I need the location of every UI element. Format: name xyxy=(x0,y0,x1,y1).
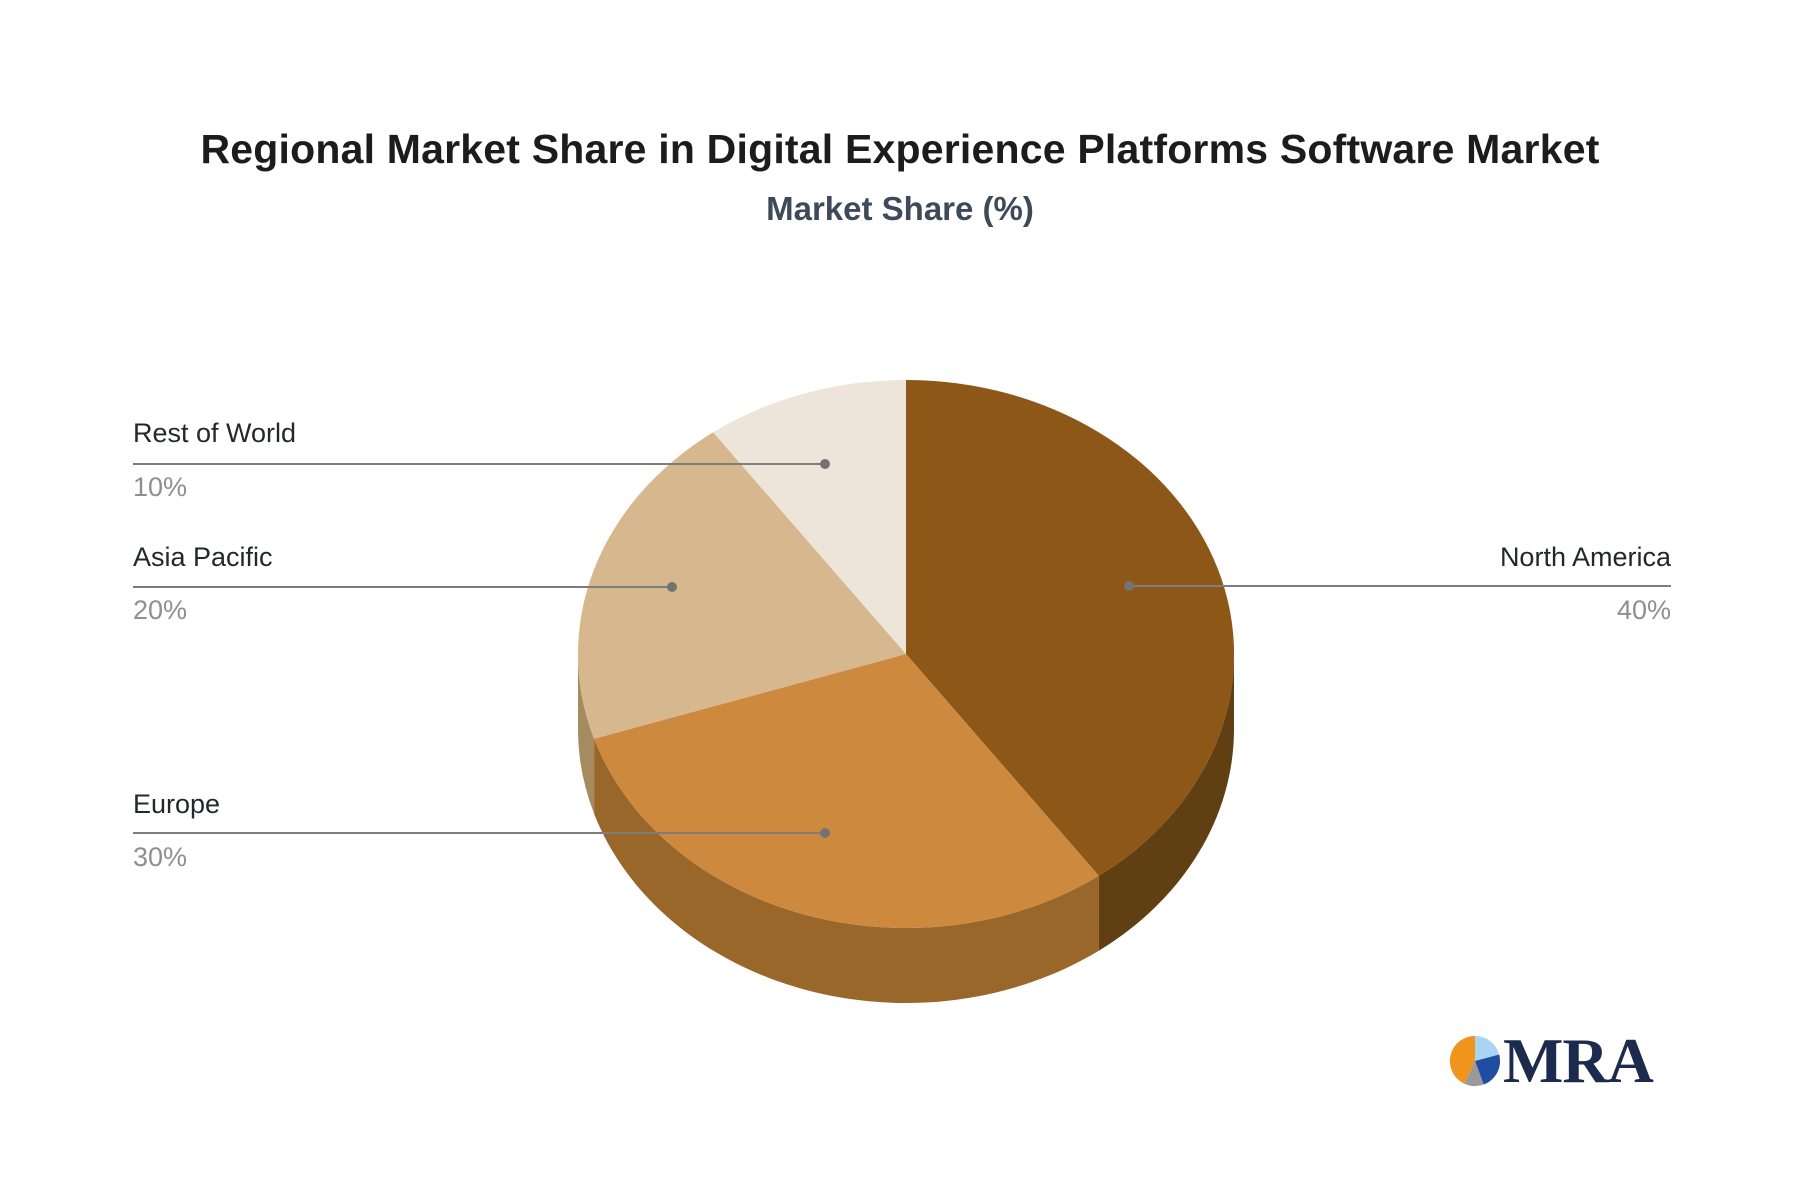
logo-text: MRA xyxy=(1503,1025,1654,1096)
logo-wedge-light-blue xyxy=(1475,1035,1500,1061)
pie-slice-europe[interactable] xyxy=(594,654,1099,929)
brand-logo: MRA xyxy=(1448,1025,1654,1096)
callout-label-rest-of-world: Rest of World xyxy=(133,418,297,448)
callout-value-asia-pacific: 20% xyxy=(133,595,188,625)
callout-label-north-america: North America xyxy=(1499,542,1671,572)
logo-wedge-gray xyxy=(1464,1061,1484,1087)
callout-value-north-america: 40% xyxy=(1616,595,1671,625)
leader-dot-north-america xyxy=(1124,581,1134,591)
chart-title: Regional Market Share in Digital Experie… xyxy=(200,126,1600,172)
callout-label-asia-pacific: Asia Pacific xyxy=(133,542,273,572)
pie-slice-north-america[interactable] xyxy=(906,380,1235,876)
leader-dot-rest-of-world xyxy=(820,459,830,469)
logo-wedge-orange xyxy=(1449,1035,1475,1084)
pie-slice-asia-pacific[interactable] xyxy=(578,432,906,739)
callout-label-europe: Europe xyxy=(133,789,221,819)
pie-slice-rest-of-world[interactable] xyxy=(713,380,906,654)
pie-side-north-america xyxy=(1098,654,1234,951)
logo-wedge-dark-blue xyxy=(1475,1054,1501,1085)
pie-side-asia-pacific xyxy=(578,654,595,814)
chart-subtitle: Market Share (%) xyxy=(766,190,1034,227)
callout-value-rest-of-world: 10% xyxy=(133,472,188,502)
logo-pie-icon xyxy=(1449,1035,1501,1087)
leader-dot-europe xyxy=(820,828,830,838)
leader-dot-asia-pacific xyxy=(667,582,677,592)
callout-value-europe: 30% xyxy=(133,842,188,872)
pie-side-europe xyxy=(594,738,1099,1004)
